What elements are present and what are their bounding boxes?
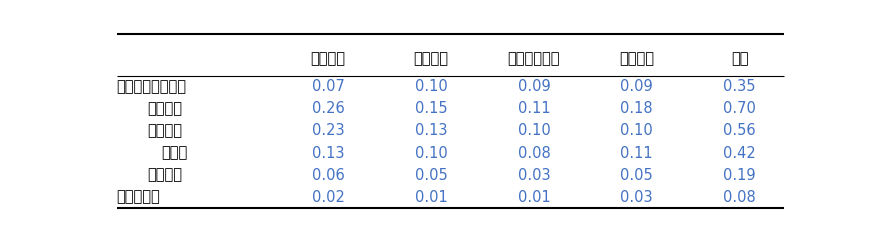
Text: 阿什哈巴德直辖市: 阿什哈巴德直辖市 bbox=[117, 79, 186, 94]
Text: 0.42: 0.42 bbox=[723, 145, 755, 161]
Text: 0.19: 0.19 bbox=[723, 168, 755, 183]
Text: 0.10: 0.10 bbox=[517, 123, 550, 138]
Text: 达沙古兹州: 达沙古兹州 bbox=[117, 190, 161, 204]
Text: 0.56: 0.56 bbox=[723, 123, 755, 138]
Text: 0.09: 0.09 bbox=[620, 79, 652, 94]
Text: 0.03: 0.03 bbox=[517, 168, 550, 183]
Text: 阿哈尔州: 阿哈尔州 bbox=[148, 168, 182, 183]
Text: 0.10: 0.10 bbox=[620, 123, 652, 138]
Text: 0.35: 0.35 bbox=[723, 79, 755, 94]
Text: 0.10: 0.10 bbox=[414, 79, 447, 94]
Text: 0.08: 0.08 bbox=[517, 145, 550, 161]
Text: 莱巴普州: 莱巴普州 bbox=[148, 123, 182, 138]
Text: 0.70: 0.70 bbox=[723, 102, 755, 116]
Text: 0.03: 0.03 bbox=[620, 190, 652, 204]
Text: 0.02: 0.02 bbox=[312, 190, 344, 204]
Text: 0.05: 0.05 bbox=[414, 168, 447, 183]
Text: 0.13: 0.13 bbox=[414, 123, 447, 138]
Text: 0.13: 0.13 bbox=[312, 145, 344, 161]
Text: 巴尔坎州: 巴尔坎州 bbox=[148, 102, 182, 116]
Text: 得分: 得分 bbox=[730, 51, 747, 66]
Text: 0.18: 0.18 bbox=[620, 102, 652, 116]
Text: 0.09: 0.09 bbox=[517, 79, 550, 94]
Text: 0.11: 0.11 bbox=[620, 145, 652, 161]
Text: 0.15: 0.15 bbox=[414, 102, 447, 116]
Text: 马雷州: 马雷州 bbox=[161, 145, 187, 161]
Text: 0.10: 0.10 bbox=[414, 145, 447, 161]
Text: 0.05: 0.05 bbox=[620, 168, 652, 183]
Text: 0.07: 0.07 bbox=[312, 79, 344, 94]
Text: 0.08: 0.08 bbox=[723, 190, 755, 204]
Text: 投资管理: 投资管理 bbox=[619, 51, 653, 66]
Text: 0.11: 0.11 bbox=[517, 102, 550, 116]
Text: 经济发展: 经济发展 bbox=[414, 51, 448, 66]
Text: 0.23: 0.23 bbox=[312, 123, 344, 138]
Text: 0.26: 0.26 bbox=[312, 102, 344, 116]
Text: 0.01: 0.01 bbox=[517, 190, 550, 204]
Text: 0.01: 0.01 bbox=[414, 190, 447, 204]
Text: 自然资源: 自然资源 bbox=[310, 51, 345, 66]
Text: 0.06: 0.06 bbox=[312, 168, 344, 183]
Text: 社会文化发展: 社会文化发展 bbox=[507, 51, 559, 66]
